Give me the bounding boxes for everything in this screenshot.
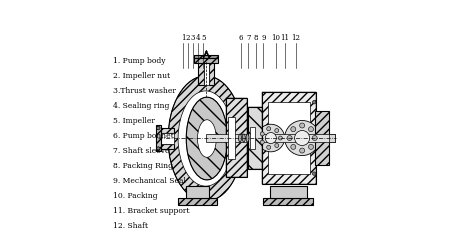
Ellipse shape — [198, 118, 223, 169]
Bar — [228, 117, 235, 159]
Text: 4: 4 — [196, 34, 201, 42]
Text: 1: 1 — [181, 34, 185, 42]
Text: 9. Mechanical Seal: 9. Mechanical Seal — [113, 177, 186, 185]
Ellipse shape — [238, 134, 242, 142]
Circle shape — [295, 131, 310, 146]
Bar — [262, 92, 316, 184]
Bar — [209, 62, 214, 85]
Circle shape — [284, 120, 319, 155]
Circle shape — [309, 127, 313, 132]
Bar — [161, 128, 174, 133]
Bar — [270, 186, 307, 198]
Circle shape — [312, 101, 316, 104]
Text: 6: 6 — [238, 34, 243, 42]
Bar — [247, 107, 262, 169]
Circle shape — [291, 127, 296, 132]
Circle shape — [265, 133, 276, 144]
Bar — [329, 134, 335, 142]
Text: 2. Impeller nut: 2. Impeller nut — [113, 72, 170, 80]
Text: 8: 8 — [254, 34, 258, 42]
Bar — [194, 55, 218, 58]
Circle shape — [312, 172, 316, 175]
Text: 4. Sealing ring: 4. Sealing ring — [113, 102, 169, 110]
Bar — [204, 62, 209, 85]
Text: 7. Shaft sleeve: 7. Shaft sleeve — [113, 147, 169, 155]
Text: 12. Shaft: 12. Shaft — [113, 223, 148, 231]
Text: 8. Packing Ring: 8. Packing Ring — [113, 162, 173, 170]
Text: 3: 3 — [191, 34, 195, 42]
Text: 7: 7 — [246, 34, 251, 42]
Circle shape — [312, 136, 317, 141]
Circle shape — [267, 127, 271, 131]
Circle shape — [300, 123, 305, 128]
Text: 5: 5 — [201, 34, 205, 42]
Bar — [186, 186, 210, 198]
Text: 11. Bracket support: 11. Bracket support — [113, 207, 190, 215]
Bar — [198, 62, 204, 85]
Bar — [315, 111, 329, 165]
Circle shape — [275, 143, 279, 147]
Bar — [249, 127, 255, 149]
Bar — [226, 99, 247, 177]
Text: 1. Pump body: 1. Pump body — [113, 57, 165, 65]
Circle shape — [300, 148, 305, 153]
Circle shape — [156, 126, 160, 130]
Text: 6. Pump bonnet: 6. Pump bonnet — [113, 132, 173, 140]
Ellipse shape — [168, 76, 243, 201]
Bar — [262, 92, 316, 184]
Ellipse shape — [186, 97, 228, 180]
Ellipse shape — [246, 134, 249, 142]
Text: 5. Impeller: 5. Impeller — [113, 117, 155, 125]
Text: 12: 12 — [292, 34, 301, 42]
Circle shape — [278, 136, 283, 140]
Text: 2: 2 — [186, 34, 191, 42]
Circle shape — [275, 129, 279, 133]
Circle shape — [287, 136, 292, 141]
Bar — [161, 133, 174, 144]
Circle shape — [267, 145, 271, 149]
Text: 10: 10 — [271, 34, 280, 42]
Text: 10. Packing: 10. Packing — [113, 193, 157, 200]
Bar — [161, 144, 174, 149]
Bar — [247, 107, 262, 169]
Bar — [268, 102, 310, 174]
Ellipse shape — [178, 91, 233, 186]
Bar — [194, 58, 218, 63]
Circle shape — [257, 124, 284, 152]
Circle shape — [260, 132, 264, 136]
Ellipse shape — [242, 134, 245, 142]
Bar — [156, 125, 161, 151]
Bar — [226, 99, 247, 177]
Circle shape — [309, 144, 313, 149]
Ellipse shape — [198, 120, 216, 157]
Text: 9: 9 — [261, 34, 265, 42]
Circle shape — [260, 140, 264, 144]
Text: 11: 11 — [280, 34, 289, 42]
Bar — [206, 134, 335, 142]
Circle shape — [291, 144, 296, 149]
Bar — [264, 198, 313, 205]
Circle shape — [156, 147, 160, 150]
Text: 3.Thrust washer: 3.Thrust washer — [113, 87, 176, 95]
Bar — [178, 198, 217, 205]
